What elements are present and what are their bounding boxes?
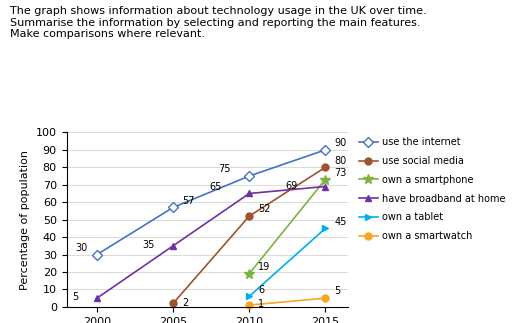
use the internet — [170, 205, 176, 209]
have broadband at home — [170, 244, 176, 248]
have broadband at home — [246, 192, 252, 195]
own a tablet — [246, 295, 252, 298]
Text: 52: 52 — [259, 204, 271, 214]
Line: own a tablet: own a tablet — [246, 225, 329, 300]
Line: own a smartwatch: own a smartwatch — [246, 295, 329, 308]
have broadband at home — [322, 184, 328, 188]
use the internet — [94, 253, 100, 256]
Text: 6: 6 — [259, 285, 265, 295]
use social media — [170, 301, 176, 305]
Text: 57: 57 — [182, 196, 195, 206]
own a smartphone — [322, 178, 328, 182]
Line: own a smartphone: own a smartphone — [244, 175, 330, 278]
own a smartwatch — [246, 303, 252, 307]
Text: 80: 80 — [334, 156, 347, 166]
Text: 30: 30 — [76, 243, 88, 253]
use social media — [322, 165, 328, 169]
Text: 69: 69 — [286, 181, 298, 191]
Text: 45: 45 — [334, 217, 347, 227]
Text: 5: 5 — [334, 287, 340, 297]
own a smartwatch — [322, 296, 328, 300]
use the internet — [322, 148, 328, 152]
Legend: use the internet, use social media, own a smartphone, have broadband at home, ow: use the internet, use social media, own … — [358, 137, 505, 241]
Text: 2: 2 — [182, 298, 188, 308]
Text: 1: 1 — [259, 299, 265, 309]
Text: 19: 19 — [259, 262, 271, 272]
Text: The graph shows information about technology usage in the UK over time.
Summaris: The graph shows information about techno… — [10, 6, 427, 39]
have broadband at home — [94, 296, 100, 300]
own a smartphone — [246, 272, 252, 276]
Text: 73: 73 — [334, 168, 347, 178]
Line: use social media: use social media — [169, 164, 329, 307]
use social media — [246, 214, 252, 218]
Text: 75: 75 — [219, 164, 231, 174]
Y-axis label: Percentage of population: Percentage of population — [20, 150, 30, 290]
Text: 65: 65 — [209, 182, 222, 192]
Text: 90: 90 — [334, 138, 347, 148]
Line: use the internet: use the internet — [94, 146, 329, 258]
own a tablet — [322, 226, 328, 230]
use the internet — [246, 174, 252, 178]
Text: 5: 5 — [73, 293, 79, 302]
Line: have broadband at home: have broadband at home — [94, 183, 329, 302]
Text: 35: 35 — [142, 240, 155, 250]
